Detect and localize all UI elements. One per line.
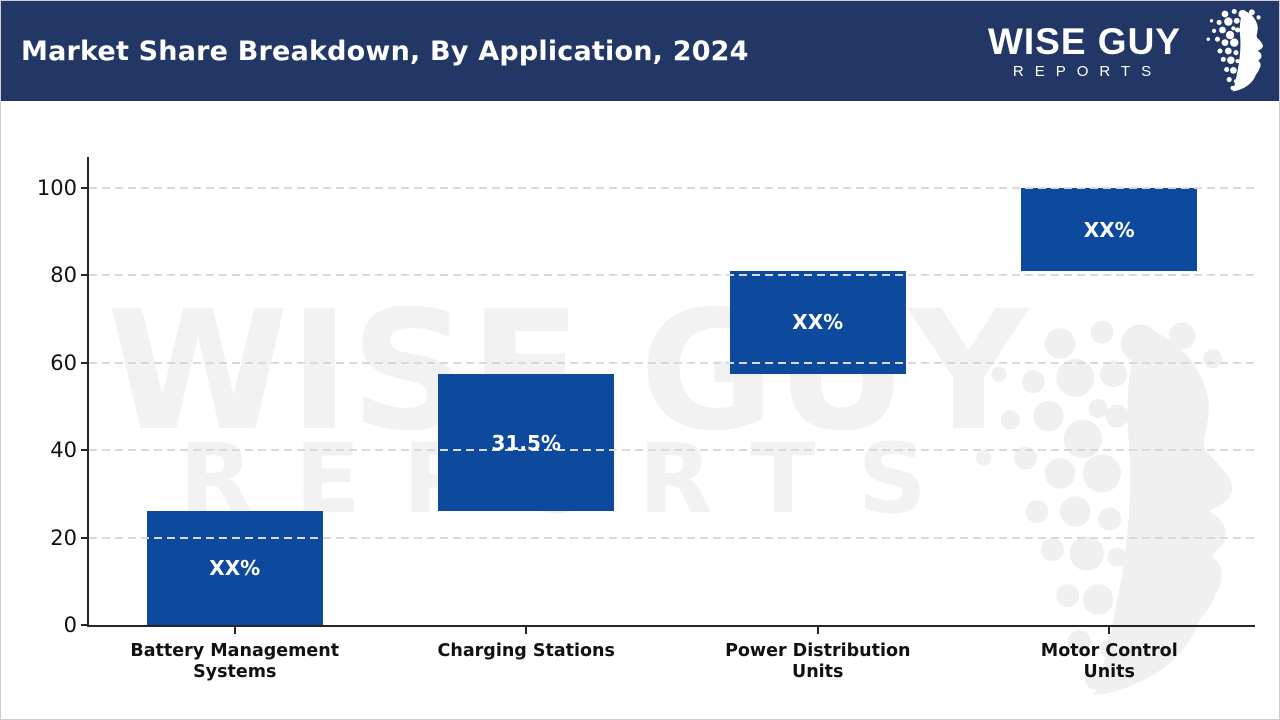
dotted-head-profile-icon — [1206, 9, 1263, 92]
y-axis-tick — [81, 187, 89, 189]
bar-value-label: 31.5% — [491, 430, 561, 455]
bar — [1021, 188, 1198, 272]
bar — [146, 511, 323, 625]
bar — [729, 271, 906, 374]
y-axis-tick — [81, 361, 89, 364]
y-axis-line — [87, 157, 89, 627]
x-axis-tick — [1108, 626, 1111, 634]
gridline — [89, 361, 1255, 364]
bar-value-label: XX% — [1083, 217, 1135, 242]
header: Market Share Breakdown, By Application, … — [1, 1, 1279, 101]
y-axis-tick — [81, 624, 89, 626]
brand-logo-text: WISE GUY REPORTS — [988, 23, 1181, 79]
x-axis-tick — [525, 626, 528, 634]
y-axis-tick — [81, 449, 89, 452]
y-tick-label: 20 — [50, 525, 77, 550]
gridline — [89, 274, 1255, 277]
x-axis-tick — [233, 626, 236, 634]
x-axis-line — [87, 625, 1255, 627]
x-category-label: Motor Control Units — [1040, 641, 1178, 683]
x-axis-tick — [816, 626, 819, 634]
y-tick-label: 100 — [36, 176, 77, 200]
bar — [438, 373, 615, 512]
x-category-label: Battery Management Systems — [130, 641, 340, 683]
bar-value-label: XX% — [209, 556, 261, 581]
logo-wordmark: WISE GUY — [987, 21, 1181, 62]
gridline — [89, 187, 1255, 189]
y-tick-label: 60 — [50, 350, 77, 375]
y-tick-label: 40 — [50, 438, 77, 463]
chart-area: WISE GUY REPORTS 020406080100XX%Battery … — [1, 101, 1279, 719]
gridline — [89, 449, 1255, 452]
brand-logo: WISE GUY REPORTS — [988, 5, 1267, 97]
x-category-label: Charging Stations — [437, 641, 615, 661]
y-axis-tick — [81, 536, 89, 539]
page-title: Market Share Breakdown, By Application, … — [21, 35, 749, 67]
y-tick-label: 80 — [50, 263, 77, 288]
gridline — [89, 536, 1255, 539]
x-category-label: Power Distribution Units — [725, 641, 911, 683]
y-axis-tick — [81, 274, 89, 277]
bar-value-label: XX% — [792, 310, 844, 335]
logo-subtitle: REPORTS — [1012, 63, 1163, 80]
y-tick-label: 0 — [63, 613, 77, 637]
